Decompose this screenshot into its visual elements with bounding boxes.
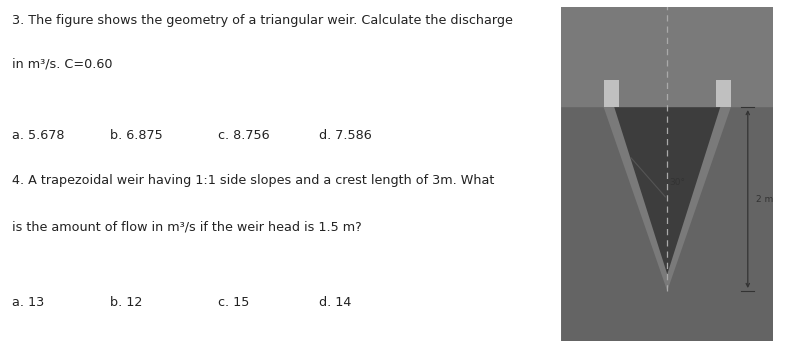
Polygon shape	[561, 7, 773, 341]
Text: 2 m: 2 m	[756, 195, 773, 204]
Text: in m³/s. C=0.60: in m³/s. C=0.60	[13, 57, 113, 70]
Text: a. 13: a. 13	[13, 296, 45, 309]
Text: c. 8.756: c. 8.756	[217, 129, 269, 142]
Text: d. 14: d. 14	[319, 296, 352, 309]
Text: a. 5.678: a. 5.678	[13, 129, 65, 142]
Text: 4. A trapezoidal weir having 1:1 side slopes and a crest length of 3m. What: 4. A trapezoidal weir having 1:1 side sl…	[13, 174, 495, 187]
Text: c. 15: c. 15	[217, 296, 249, 309]
Polygon shape	[716, 80, 731, 107]
Text: b. 12: b. 12	[110, 296, 143, 309]
Polygon shape	[614, 107, 721, 274]
Text: 30°: 30°	[670, 178, 685, 187]
Polygon shape	[561, 107, 773, 341]
Text: 3. The figure shows the geometry of a triangular weir. Calculate the discharge: 3. The figure shows the geometry of a tr…	[13, 14, 513, 27]
Text: is the amount of flow in m³/s if the weir head is 1.5 m?: is the amount of flow in m³/s if the wei…	[13, 221, 362, 234]
Text: d. 7.586: d. 7.586	[319, 129, 372, 142]
Polygon shape	[604, 80, 619, 107]
Text: b. 6.875: b. 6.875	[110, 129, 163, 142]
